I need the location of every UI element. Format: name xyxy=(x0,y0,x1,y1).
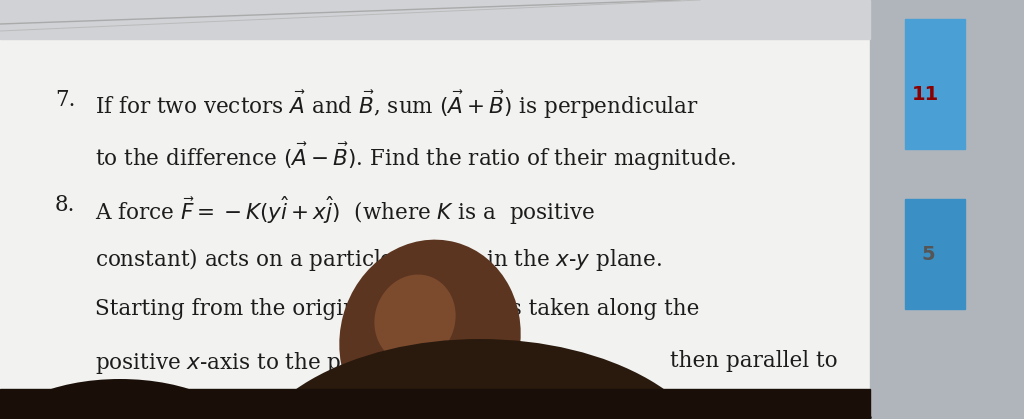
Text: axis to: axis to xyxy=(95,402,167,419)
Text: If for two vectors $\vec{A}$ and $\vec{B}$, sum $(\vec{A}+\vec{B})$ is perpendic: If for two vectors $\vec{A}$ and $\vec{B… xyxy=(95,89,698,121)
Text: Starting from the origin, the particle is taken along the: Starting from the origin, the particle i… xyxy=(95,298,699,320)
Text: 5: 5 xyxy=(922,245,935,264)
Bar xyxy=(905,19,965,149)
Bar xyxy=(0,0,870,419)
Text: 7.: 7. xyxy=(55,89,76,111)
Bar xyxy=(0,389,870,419)
Ellipse shape xyxy=(0,379,245,419)
Ellipse shape xyxy=(339,240,521,419)
Text: A force $\vec{F}=-K(y\hat{i}+x\hat{j})$  (where $K$ is a  positive: A force $\vec{F}=-K(y\hat{i}+x\hat{j})$ … xyxy=(95,194,595,227)
Text: then parallel to: then parallel to xyxy=(670,350,838,372)
Text: to the difference $(\vec{A}-\vec{B})$. Find the ratio of their magnitude.: to the difference $(\vec{A}-\vec{B})$. F… xyxy=(95,141,736,173)
Text: constant) acts on a particle moving in the $x$-$y$ plane.: constant) acts on a particle moving in t… xyxy=(95,246,663,273)
Text: 8.: 8. xyxy=(55,194,76,216)
Bar xyxy=(905,199,965,309)
Bar xyxy=(870,0,1024,419)
Ellipse shape xyxy=(375,274,456,363)
Text: positive $x$-axis to the poi: positive $x$-axis to the poi xyxy=(95,350,362,376)
Ellipse shape xyxy=(240,339,720,419)
Bar xyxy=(0,0,870,39)
Text: 11: 11 xyxy=(911,85,939,103)
Text: otal work done  .: otal work done . xyxy=(690,402,873,419)
